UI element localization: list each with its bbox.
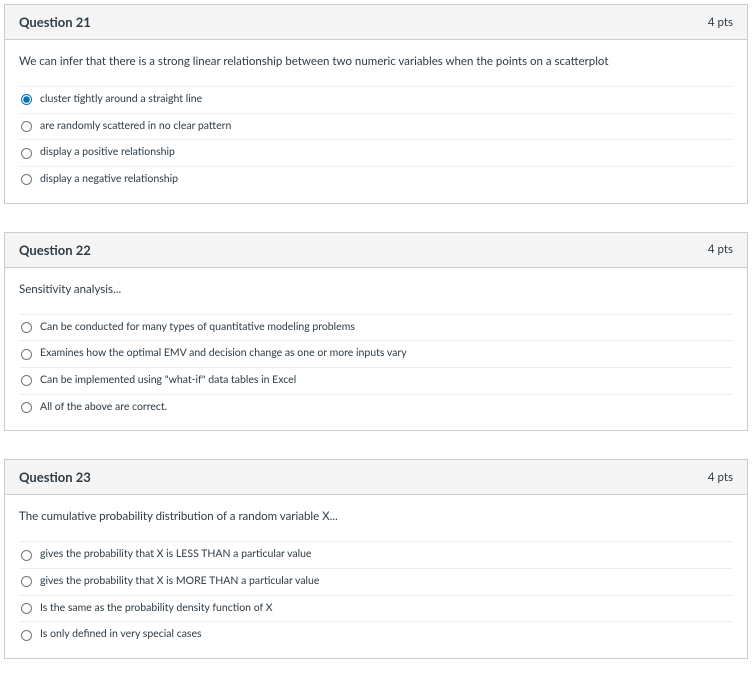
option-label: Examines how the optimal EMV and decisio…	[40, 347, 407, 361]
option-radio[interactable]	[21, 375, 32, 386]
option-row[interactable]: Examines how the optimal EMV and decisio…	[19, 340, 733, 367]
option-radio[interactable]	[21, 94, 32, 105]
option-radio[interactable]	[21, 576, 32, 587]
option-row[interactable]: All of the above are correct.	[19, 394, 733, 421]
question-prompt: The cumulative probability distribution …	[19, 509, 733, 525]
option-label: are randomly scattered in no clear patte…	[40, 120, 231, 134]
option-label: cluster tightly around a straight line	[40, 93, 202, 107]
question-title: Question 21	[19, 14, 91, 30]
option-label: All of the above are correct.	[40, 401, 167, 415]
question-card: Question 23 4 pts The cumulative probabili…	[4, 459, 748, 659]
option-row[interactable]: Can be implemented using "what-if" data …	[19, 367, 733, 394]
question-body: Sensitivity analysis... Can be conducted …	[5, 268, 747, 431]
option-label: gives the probability that X is LESS THA…	[40, 548, 311, 562]
option-row[interactable]: gives the probability that X is MORE THA…	[19, 568, 733, 595]
option-radio[interactable]	[21, 603, 32, 614]
option-row[interactable]: display a negative relationship	[19, 166, 733, 193]
question-body: The cumulative probability distribution …	[5, 495, 747, 658]
option-row[interactable]: Is only defined in very special cases	[19, 621, 733, 648]
option-label: display a negative relationship	[40, 173, 178, 187]
option-label: display a positive relationship	[40, 146, 175, 160]
question-points: 4 pts	[708, 471, 733, 484]
option-row[interactable]: gives the probability that X is LESS THA…	[19, 541, 733, 568]
option-row[interactable]: cluster tightly around a straight line	[19, 86, 733, 113]
option-radio[interactable]	[21, 174, 32, 185]
option-label: Can be conducted for many types of quant…	[40, 321, 355, 335]
question-prompt: We can infer that there is a strong line…	[19, 54, 733, 70]
option-radio[interactable]	[21, 402, 32, 413]
question-card: Question 21 4 pts We can infer that there …	[4, 4, 748, 204]
question-points: 4 pts	[708, 16, 733, 29]
option-label: Is only defined in very special cases	[40, 628, 202, 642]
option-radio[interactable]	[21, 349, 32, 360]
question-title: Question 22	[19, 242, 91, 258]
option-label: Can be implemented using "what-if" data …	[40, 374, 296, 388]
question-title: Question 23	[19, 469, 91, 485]
question-points: 4 pts	[708, 243, 733, 256]
option-label: gives the probability that X is MORE THA…	[40, 575, 319, 589]
question-header: Question 21 4 pts	[5, 5, 747, 40]
question-prompt: Sensitivity analysis...	[19, 282, 733, 298]
option-radio[interactable]	[21, 148, 32, 159]
option-radio[interactable]	[21, 630, 32, 641]
question-header: Question 23 4 pts	[5, 460, 747, 495]
option-label: Is the same as the probability density f…	[40, 602, 273, 616]
question-body: We can infer that there is a strong line…	[5, 40, 747, 203]
option-radio[interactable]	[21, 322, 32, 333]
option-radio[interactable]	[21, 121, 32, 132]
question-card: Question 22 4 pts Sensitivity analysis... C…	[4, 232, 748, 432]
option-row[interactable]: display a positive relationship	[19, 139, 733, 166]
option-row[interactable]: Is the same as the probability density f…	[19, 595, 733, 622]
option-row[interactable]: Can be conducted for many types of quant…	[19, 314, 733, 341]
option-row[interactable]: are randomly scattered in no clear patte…	[19, 113, 733, 140]
option-radio[interactable]	[21, 550, 32, 561]
question-header: Question 22 4 pts	[5, 233, 747, 268]
